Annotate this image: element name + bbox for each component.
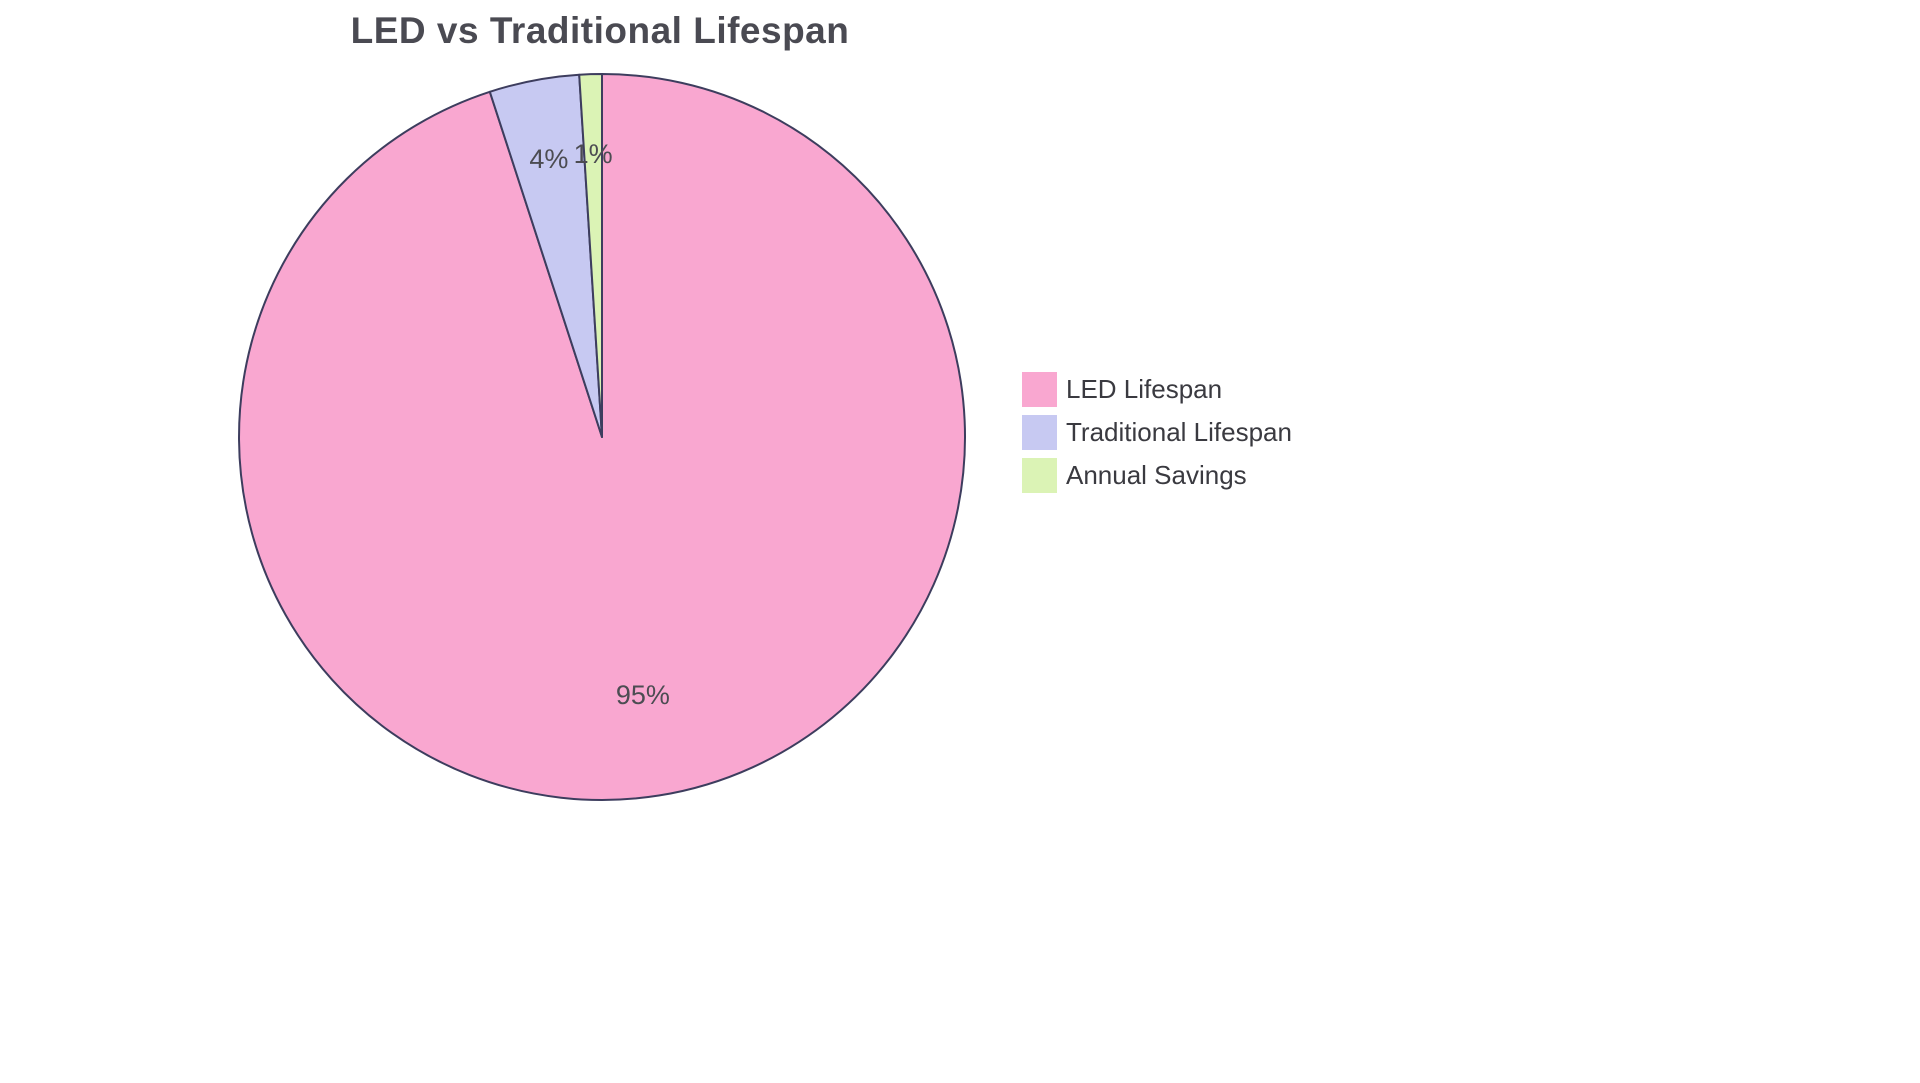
slice-percent-label: 4% (529, 144, 568, 174)
legend-label: Annual Savings (1066, 460, 1247, 490)
legend-item-traditional-lifespan[interactable]: Traditional Lifespan (1022, 415, 1292, 450)
legend-label: Traditional Lifespan (1066, 417, 1292, 447)
pie-slice-2 (578, 73, 603, 438)
legend-swatch (1022, 458, 1057, 493)
legend-label: LED Lifespan (1066, 374, 1223, 404)
slice-percent-label: 1% (574, 139, 613, 169)
legend-swatch (1022, 372, 1057, 407)
legend-item-led-lifespan[interactable]: LED Lifespan (1022, 372, 1292, 407)
legend-item-annual-savings[interactable]: Annual Savings (1022, 458, 1292, 493)
chart-title: LED vs Traditional Lifespan (350, 10, 850, 51)
legend-swatch (1022, 415, 1057, 450)
legend: LED Lifespan Traditional Lifespan Annual… (1022, 372, 1292, 493)
slice-percent-label: 95% (616, 680, 670, 710)
